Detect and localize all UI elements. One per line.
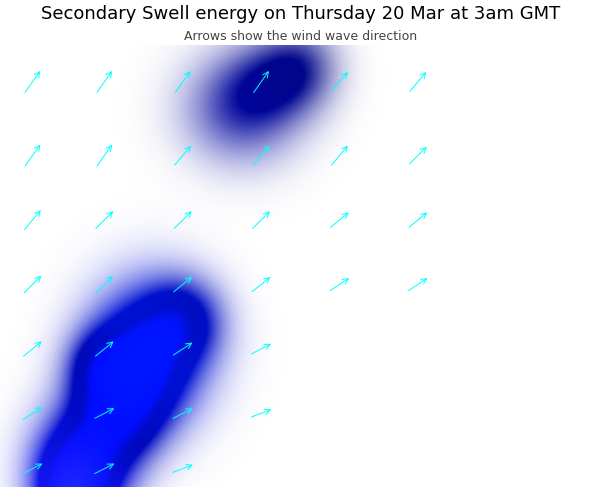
Text: Secondary Swell energy on Thursday 20 Mar at 3am GMT: Secondary Swell energy on Thursday 20 Ma… (41, 5, 560, 23)
Text: Arrows show the wind wave direction: Arrows show the wind wave direction (184, 30, 417, 43)
